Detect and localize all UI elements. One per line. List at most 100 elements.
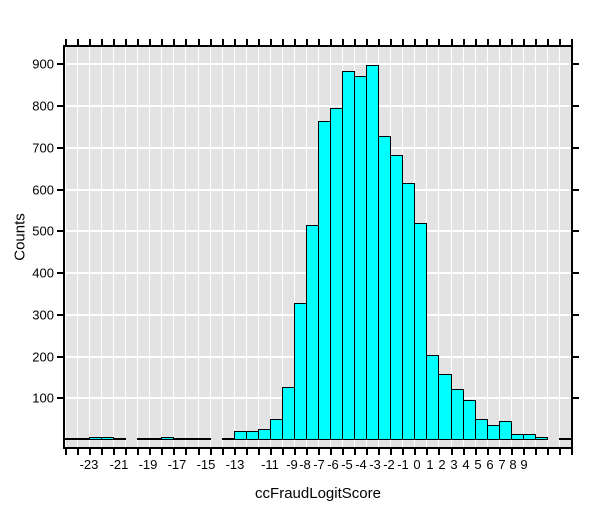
gridline-vertical <box>547 47 548 447</box>
gridline-vertical <box>89 47 90 447</box>
x-axis-tick <box>426 39 428 46</box>
y-axis-tick <box>572 230 579 232</box>
x-axis-tick <box>185 39 187 46</box>
x-axis-tick <box>222 448 224 455</box>
y-axis-tick <box>57 105 64 107</box>
x-axis-tick <box>149 448 151 455</box>
x-axis-tick <box>535 39 537 46</box>
x-axis-tick <box>438 39 440 46</box>
x-axis-tick <box>270 39 272 46</box>
y-tick-label: 700 <box>32 140 54 156</box>
y-axis-tick <box>572 105 579 107</box>
x-axis-tick <box>402 448 404 455</box>
x-axis-tick <box>89 39 91 46</box>
x-axis-tick <box>342 39 344 46</box>
x-axis-tick <box>161 39 163 46</box>
x-axis-tick <box>306 448 308 455</box>
gridline-vertical <box>113 47 114 447</box>
x-axis-tick <box>559 448 561 455</box>
histogram-bar <box>559 438 572 440</box>
x-axis-tick <box>318 39 320 46</box>
x-axis-tick <box>463 448 465 455</box>
x-axis-tick <box>451 39 453 46</box>
x-axis-tick <box>378 39 380 46</box>
x-tick-label: 3 <box>450 457 458 472</box>
x-axis-tick <box>559 39 561 46</box>
x-axis-tick <box>571 448 573 455</box>
x-tick-label: -1 <box>397 457 409 472</box>
gridline-vertical <box>282 47 283 447</box>
x-axis-tick <box>258 448 260 455</box>
x-axis-tick <box>198 39 200 46</box>
gridline-vertical <box>294 47 295 447</box>
y-axis-title: Counts <box>11 213 29 261</box>
y-axis-tick <box>57 314 64 316</box>
x-tick-label: 1 <box>426 457 434 472</box>
y-axis-tick <box>57 356 64 358</box>
y-tick-label: 400 <box>32 265 54 281</box>
x-axis-tick <box>511 39 513 46</box>
gridline-vertical <box>77 47 78 447</box>
x-axis-tick <box>198 448 200 455</box>
x-axis-tick <box>234 39 236 46</box>
histogram-bar <box>198 438 211 440</box>
y-tick-label: 600 <box>32 182 54 198</box>
x-tick-label: -23 <box>79 457 99 472</box>
x-axis-tick <box>330 448 332 455</box>
x-axis-tick <box>137 39 139 46</box>
x-axis-tick <box>210 448 212 455</box>
x-tick-label: -5 <box>341 457 353 472</box>
x-axis-tick <box>354 39 356 46</box>
gridline-vertical <box>173 47 174 447</box>
x-tick-label: -7 <box>313 457 325 472</box>
x-axis-tick <box>342 448 344 455</box>
y-axis-tick <box>57 189 64 191</box>
x-axis-tick <box>571 39 573 46</box>
gridline-vertical <box>535 47 536 447</box>
x-axis-tick <box>113 448 115 455</box>
x-tick-label: 5 <box>474 457 482 472</box>
x-axis-tick <box>402 39 404 46</box>
x-axis-tick <box>547 448 549 455</box>
x-axis-tick <box>137 448 139 455</box>
y-axis-tick <box>572 314 579 316</box>
x-tick-label: -17 <box>167 457 187 472</box>
x-axis-tick <box>463 39 465 46</box>
x-axis-tick <box>77 448 79 455</box>
gridline-vertical <box>438 47 439 447</box>
gridline-vertical <box>222 47 223 447</box>
x-tick-label: -9 <box>286 457 298 472</box>
x-tick-label: 2 <box>438 457 446 472</box>
x-tick-label: -4 <box>355 457 367 472</box>
x-axis-tick <box>282 39 284 46</box>
histogram-bar <box>438 374 452 440</box>
histogram-bar <box>414 223 427 440</box>
x-tick-label: 9 <box>520 457 528 472</box>
x-axis-tick <box>535 448 537 455</box>
x-axis-tick <box>161 448 163 455</box>
x-axis-tick <box>511 448 513 455</box>
y-tick-label: 100 <box>32 390 54 406</box>
gridline-horizontal <box>65 63 571 65</box>
x-axis-tick <box>258 39 260 46</box>
histogram-bar <box>499 421 512 440</box>
y-axis-tick <box>57 272 64 274</box>
x-axis-tick <box>475 39 477 46</box>
x-axis-tick <box>414 39 416 46</box>
x-axis-tick <box>523 39 525 46</box>
x-axis-tick <box>234 448 236 455</box>
gridline-vertical <box>125 47 126 447</box>
x-axis-tick <box>246 39 248 46</box>
gridline-vertical <box>475 47 476 447</box>
x-axis-tick <box>318 448 320 455</box>
gridline-vertical <box>451 47 452 447</box>
gridline-vertical <box>499 47 500 447</box>
gridline-vertical <box>234 47 235 447</box>
histogram-bar <box>185 438 199 440</box>
x-tick-label: -13 <box>225 457 245 472</box>
x-tick-label: 4 <box>462 457 470 472</box>
gridline-vertical <box>511 47 512 447</box>
x-axis-tick <box>487 39 489 46</box>
y-axis-tick <box>572 147 579 149</box>
